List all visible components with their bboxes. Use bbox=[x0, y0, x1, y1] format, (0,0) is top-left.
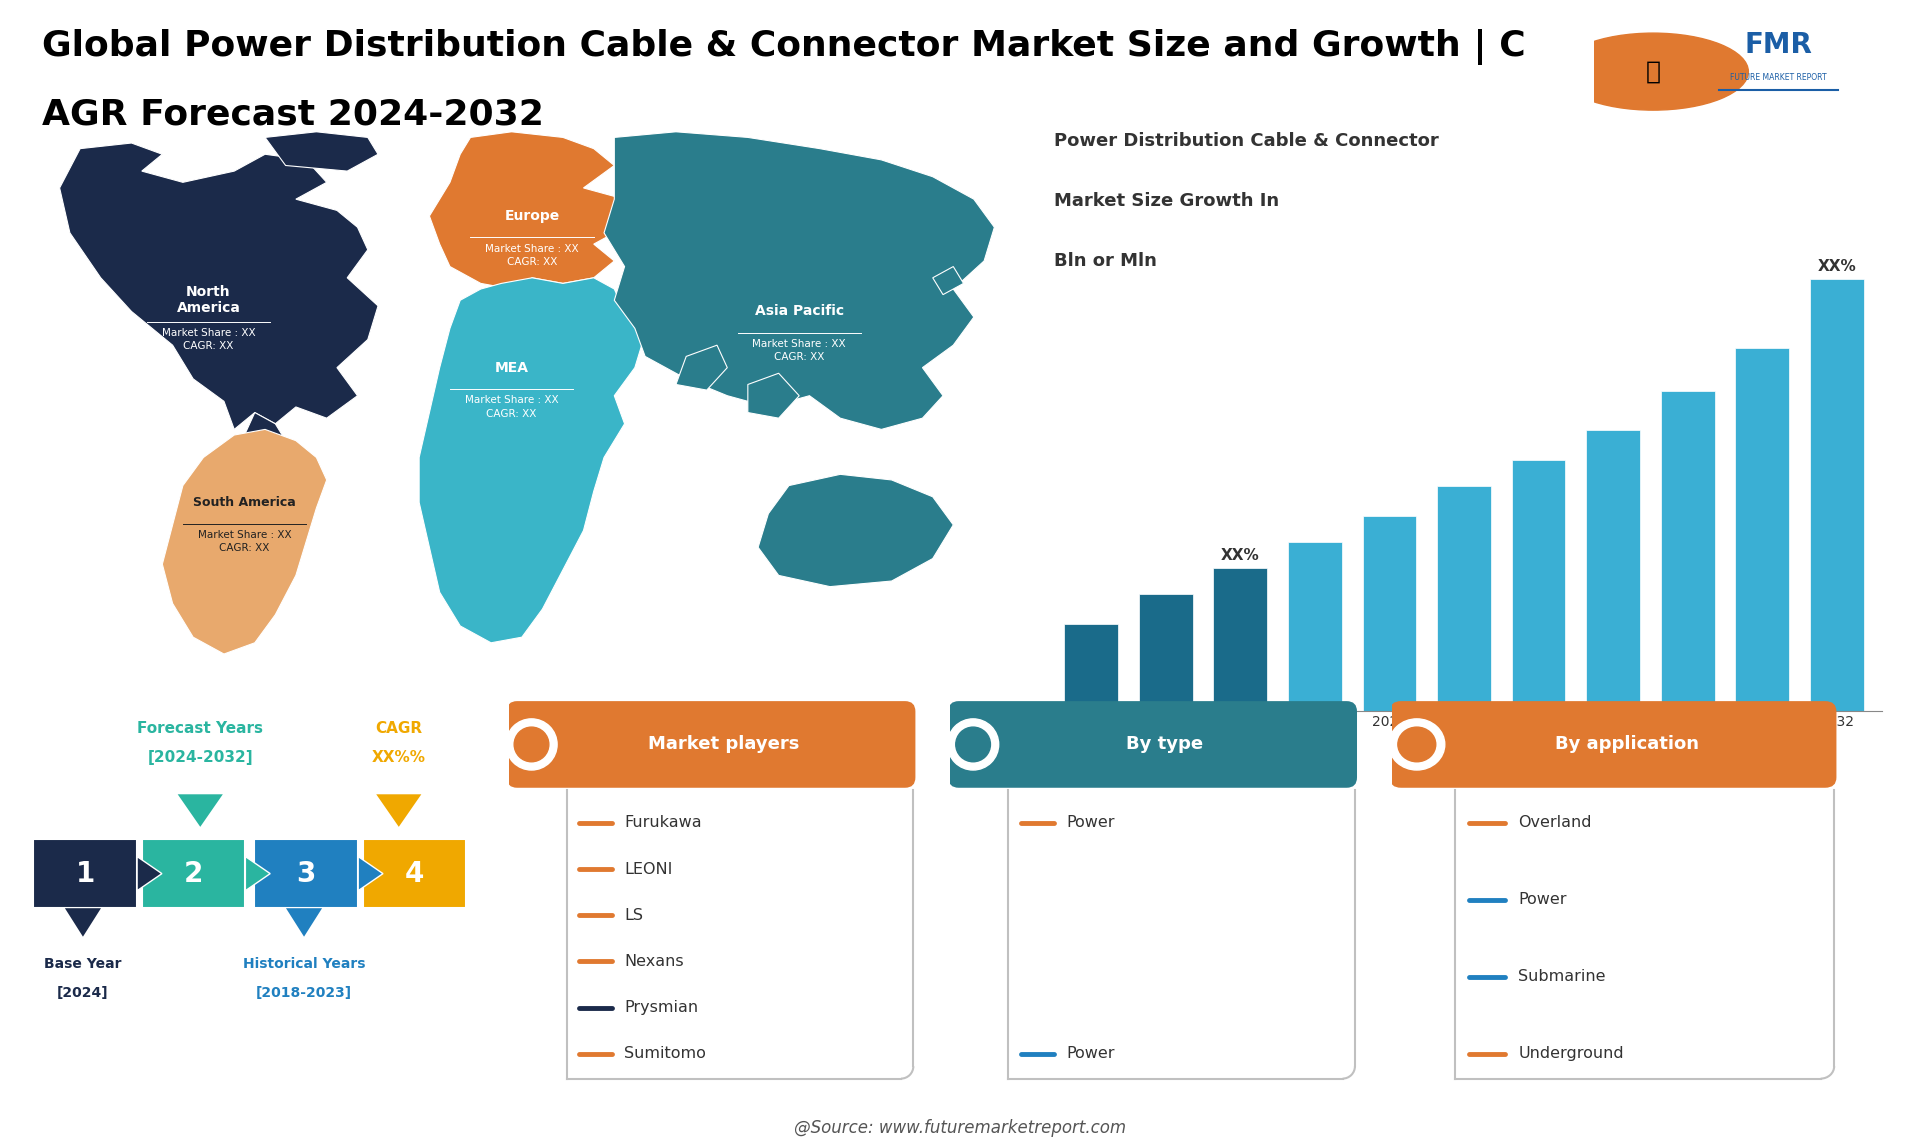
Polygon shape bbox=[376, 794, 420, 826]
Bar bbox=[1438, 486, 1490, 711]
Text: Global Power Distribution Cable & Connector Market Size and Growth | C: Global Power Distribution Cable & Connec… bbox=[42, 29, 1526, 64]
Bar bbox=[1213, 568, 1267, 711]
Bar bbox=[1363, 516, 1417, 711]
Text: Nexans: Nexans bbox=[624, 953, 684, 970]
Polygon shape bbox=[676, 345, 728, 390]
Text: Market Share : XX
CAGR: XX: Market Share : XX CAGR: XX bbox=[198, 531, 292, 554]
Polygon shape bbox=[163, 430, 326, 654]
Text: Market Share : XX
CAGR: XX: Market Share : XX CAGR: XX bbox=[753, 339, 847, 362]
Text: By application: By application bbox=[1555, 736, 1699, 753]
Text: Power: Power bbox=[1519, 893, 1567, 908]
Text: CAGR: CAGR bbox=[374, 721, 422, 736]
Text: Market players: Market players bbox=[647, 736, 799, 753]
FancyBboxPatch shape bbox=[948, 701, 1357, 787]
Text: 📢: 📢 bbox=[1645, 60, 1661, 84]
Bar bbox=[1064, 625, 1117, 711]
Text: AGR Forecast 2024-2032: AGR Forecast 2024-2032 bbox=[42, 97, 543, 132]
Text: Market Share : XX
CAGR: XX: Market Share : XX CAGR: XX bbox=[161, 328, 255, 351]
Text: LS: LS bbox=[624, 908, 643, 923]
Text: XX%: XX% bbox=[1221, 548, 1260, 563]
Text: Forecast Years: Forecast Years bbox=[136, 721, 263, 736]
Circle shape bbox=[1557, 33, 1749, 110]
Text: South America: South America bbox=[194, 496, 296, 509]
Bar bbox=[1139, 594, 1192, 711]
Bar bbox=[1811, 278, 1864, 711]
Text: Overland: Overland bbox=[1519, 815, 1592, 831]
Text: [2018-2023]: [2018-2023] bbox=[255, 986, 351, 999]
Text: MEA: MEA bbox=[495, 361, 528, 375]
Polygon shape bbox=[933, 267, 964, 295]
Polygon shape bbox=[359, 856, 382, 890]
Text: Market Share : XX
CAGR: XX: Market Share : XX CAGR: XX bbox=[486, 244, 580, 267]
FancyBboxPatch shape bbox=[1390, 701, 1836, 787]
Text: Power: Power bbox=[1066, 1046, 1114, 1061]
Text: FMR: FMR bbox=[1743, 31, 1812, 60]
Circle shape bbox=[515, 727, 549, 762]
Text: @Source: www.futuremarketreport.com: @Source: www.futuremarketreport.com bbox=[795, 1118, 1125, 1137]
Bar bbox=[1586, 430, 1640, 711]
Circle shape bbox=[1398, 727, 1436, 762]
Text: FUTURE MARKET REPORT: FUTURE MARKET REPORT bbox=[1730, 73, 1826, 83]
Text: Historical Years: Historical Years bbox=[242, 957, 365, 971]
Polygon shape bbox=[136, 856, 161, 890]
Text: Power: Power bbox=[1066, 815, 1114, 831]
FancyBboxPatch shape bbox=[33, 839, 136, 908]
Circle shape bbox=[505, 719, 557, 770]
FancyBboxPatch shape bbox=[253, 839, 359, 908]
Polygon shape bbox=[244, 413, 286, 446]
Text: Submarine: Submarine bbox=[1519, 970, 1605, 984]
Text: Underground: Underground bbox=[1519, 1046, 1624, 1061]
Text: Furukawa: Furukawa bbox=[624, 815, 703, 831]
Text: 4: 4 bbox=[405, 860, 424, 888]
FancyBboxPatch shape bbox=[142, 839, 246, 908]
Polygon shape bbox=[758, 474, 952, 587]
Text: Market Size Growth In: Market Size Growth In bbox=[1054, 193, 1279, 210]
Bar bbox=[1288, 542, 1342, 711]
Text: Sumitomo: Sumitomo bbox=[624, 1046, 707, 1061]
Text: North
America: North America bbox=[177, 285, 240, 315]
Text: By type: By type bbox=[1127, 736, 1204, 753]
Text: 1: 1 bbox=[75, 860, 94, 888]
Circle shape bbox=[956, 727, 991, 762]
Text: Base Year: Base Year bbox=[44, 957, 121, 971]
FancyBboxPatch shape bbox=[363, 839, 467, 908]
Polygon shape bbox=[265, 132, 378, 171]
Polygon shape bbox=[65, 908, 102, 936]
Text: Bln or Mln: Bln or Mln bbox=[1054, 252, 1156, 269]
Text: [2024]: [2024] bbox=[58, 986, 109, 999]
Text: Asia Pacific: Asia Pacific bbox=[755, 305, 843, 319]
Circle shape bbox=[1388, 719, 1444, 770]
Polygon shape bbox=[246, 856, 271, 890]
Polygon shape bbox=[286, 908, 323, 936]
Circle shape bbox=[947, 719, 998, 770]
Text: 3: 3 bbox=[296, 860, 317, 888]
Text: Europe: Europe bbox=[505, 209, 561, 223]
Text: 2: 2 bbox=[184, 860, 204, 888]
Text: Market Share : XX
CAGR: XX: Market Share : XX CAGR: XX bbox=[465, 395, 559, 418]
Bar bbox=[1511, 460, 1565, 711]
Polygon shape bbox=[605, 132, 995, 430]
Text: Prysmian: Prysmian bbox=[624, 1000, 699, 1015]
FancyBboxPatch shape bbox=[507, 701, 916, 787]
Polygon shape bbox=[60, 143, 378, 430]
Text: [2024-2032]: [2024-2032] bbox=[148, 749, 253, 764]
Polygon shape bbox=[419, 277, 645, 643]
Text: XX%: XX% bbox=[1818, 259, 1857, 274]
Text: Power Distribution Cable & Connector: Power Distribution Cable & Connector bbox=[1054, 133, 1438, 150]
Polygon shape bbox=[430, 132, 636, 289]
Polygon shape bbox=[179, 794, 223, 826]
Polygon shape bbox=[747, 374, 799, 418]
Text: LEONI: LEONI bbox=[624, 862, 672, 877]
Bar bbox=[1661, 391, 1715, 711]
Bar bbox=[1736, 347, 1789, 711]
Text: XX%%: XX%% bbox=[372, 749, 426, 764]
